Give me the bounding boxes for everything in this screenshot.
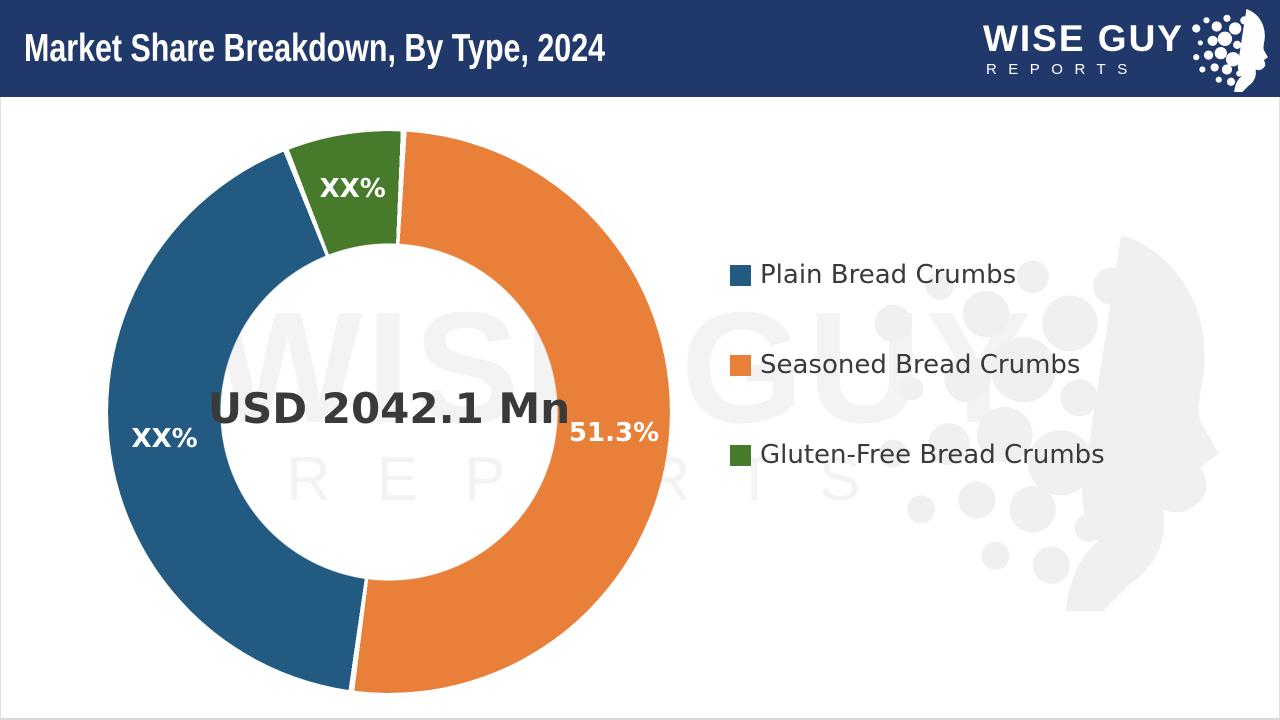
segment-label-glutenfree: XX%: [319, 173, 386, 204]
brand-subtitle: REPORTS: [985, 61, 1139, 78]
page-title: Market Share Breakdown, By Type, 2024: [24, 26, 606, 70]
segment-label-seasoned: 51.3%: [568, 418, 660, 449]
donut-ring: [108, 131, 670, 693]
brand-logo-text: WISE GUY REPORTS: [983, 20, 1184, 78]
brand-face-icon: [1192, 9, 1268, 92]
chart-area: WISE GUY REPORTS 51.3% XX%: [0, 97, 1280, 720]
legend-marker-glutenfree: [730, 444, 751, 466]
legend-item-plain: Plain Bread Crumbs: [730, 260, 1017, 290]
legend-label-plain: Plain Bread Crumbs: [760, 260, 1017, 290]
bottom-border: [0, 718, 1280, 720]
legend-item-glutenfree: Gluten-Free Bread Crumbs: [730, 440, 1105, 470]
watermark-face-icon: [874, 234, 1219, 612]
legend-label-glutenfree: Gluten-Free Bread Crumbs: [760, 440, 1105, 470]
legend-label-seasoned: Seasoned Bread Crumbs: [760, 350, 1081, 380]
legend-marker-seasoned: [730, 354, 751, 376]
donut-chart: 51.3% XX% XX% USD 2042.1 Mn: [108, 131, 670, 693]
brand-logo: WISE GUY REPORTS: [983, 5, 1270, 93]
legend-marker-plain: [730, 264, 751, 286]
header: Market Share Breakdown, By Type, 2024 WI…: [0, 0, 1280, 97]
donut-center-value: USD 2042.1 Mn: [207, 383, 571, 433]
segment-label-plain: XX%: [131, 424, 198, 455]
brand-wordmark: WISE GUY: [982, 18, 1184, 59]
legend-item-seasoned: Seasoned Bread Crumbs: [730, 350, 1081, 380]
